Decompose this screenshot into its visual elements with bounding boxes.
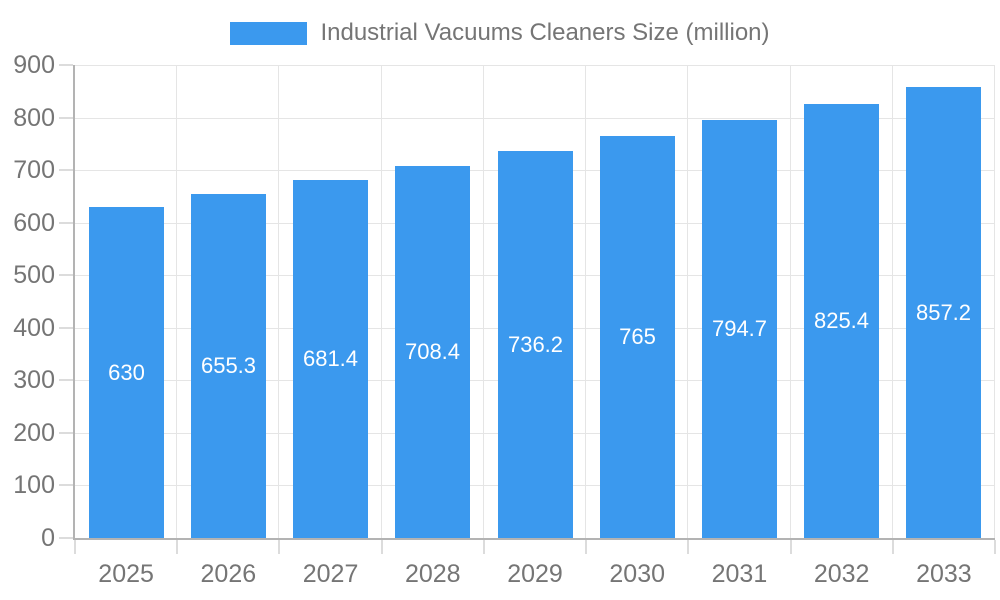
v-gridline xyxy=(687,65,688,538)
y-axis-tick xyxy=(59,431,73,434)
legend-label: Industrial Vacuums Cleaners Size (millio… xyxy=(320,19,770,46)
y-axis-label: 100 xyxy=(13,471,55,500)
y-axis-tick xyxy=(59,379,73,382)
x-axis-label: 2026 xyxy=(200,560,257,588)
bar-2033[interactable] xyxy=(906,87,981,538)
y-axis-label: 700 xyxy=(13,156,55,185)
bar-2026[interactable] xyxy=(191,194,266,538)
bar-2030[interactable] xyxy=(600,136,675,538)
y-axis-label: 0 xyxy=(41,524,55,552)
y-axis-label: 800 xyxy=(13,103,55,132)
x-axis-tick xyxy=(790,540,792,554)
y-axis-label: 300 xyxy=(13,366,55,395)
x-axis-tick xyxy=(585,540,587,554)
x-axis-tick xyxy=(176,540,178,554)
y-axis-tick xyxy=(59,169,73,172)
x-axis-tick xyxy=(74,540,76,554)
y-axis-label: 200 xyxy=(13,418,55,447)
x-axis-label: 2033 xyxy=(916,560,972,588)
y-axis-tick xyxy=(59,484,73,487)
y-axis-label: 600 xyxy=(13,208,55,237)
bar-2025[interactable] xyxy=(89,207,164,538)
v-gridline xyxy=(381,65,382,538)
x-axis-tick xyxy=(483,540,485,554)
bar-2027[interactable] xyxy=(293,180,368,538)
x-axis-tick xyxy=(892,540,894,554)
bar-value-label: 708.4 xyxy=(404,339,461,364)
legend-swatch xyxy=(230,21,308,45)
y-axis-label: 400 xyxy=(13,313,55,342)
h-gridline xyxy=(75,117,995,119)
legend-item[interactable]: Industrial Vacuums Cleaners Size (millio… xyxy=(230,19,770,47)
x-axis-label: 2032 xyxy=(813,560,870,588)
bar-2029[interactable] xyxy=(498,151,573,538)
x-axis-label: 2028 xyxy=(404,560,461,588)
v-gridline xyxy=(994,65,995,538)
x-axis-tick xyxy=(994,540,996,554)
bar-2032[interactable] xyxy=(804,104,879,538)
y-axis-tick xyxy=(59,116,73,119)
y-axis-label: 900 xyxy=(13,51,55,79)
v-gridline xyxy=(790,65,791,538)
bar-value-label: 681.4 xyxy=(302,346,359,371)
x-axis-label: 2031 xyxy=(711,560,768,588)
v-gridline xyxy=(585,65,586,538)
y-axis-tick xyxy=(59,274,73,277)
y-axis-label: 500 xyxy=(13,261,55,290)
chart-legend: Industrial Vacuums Cleaners Size (millio… xyxy=(0,19,1000,47)
bar-value-label: 736.2 xyxy=(507,331,564,357)
x-axis-label: 2025 xyxy=(98,560,154,588)
v-gridline xyxy=(176,65,177,538)
bar-value-label: 825.4 xyxy=(813,308,870,333)
v-gridline xyxy=(483,65,484,538)
bar-value-label: 765 xyxy=(619,324,656,349)
bar-value-label: 857.2 xyxy=(915,299,972,325)
bar-value-label: 655.3 xyxy=(200,353,257,378)
plot-area: 630 655.3 681.4 708.4 736.2 765 794.7 825.4 857.… xyxy=(73,65,995,540)
y-axis-tick xyxy=(59,221,73,224)
bar-2031[interactable] xyxy=(702,120,777,538)
y-axis-tick xyxy=(59,537,73,539)
y-axis-tick xyxy=(59,326,73,329)
y-axis-tick xyxy=(59,64,73,66)
h-gridline xyxy=(75,65,995,66)
x-axis-label: 2027 xyxy=(302,560,359,588)
v-gridline xyxy=(892,65,893,538)
x-axis-tick xyxy=(381,540,383,554)
x-axis-label: 2030 xyxy=(609,560,666,588)
v-gridline xyxy=(278,65,279,538)
bar-value-label: 794.7 xyxy=(711,316,768,341)
bar-2028[interactable] xyxy=(395,166,470,538)
x-axis-label: 2029 xyxy=(507,560,563,588)
x-axis-tick xyxy=(278,540,280,554)
bar-value-label: 630 xyxy=(108,359,145,385)
x-axis-tick xyxy=(687,540,689,554)
